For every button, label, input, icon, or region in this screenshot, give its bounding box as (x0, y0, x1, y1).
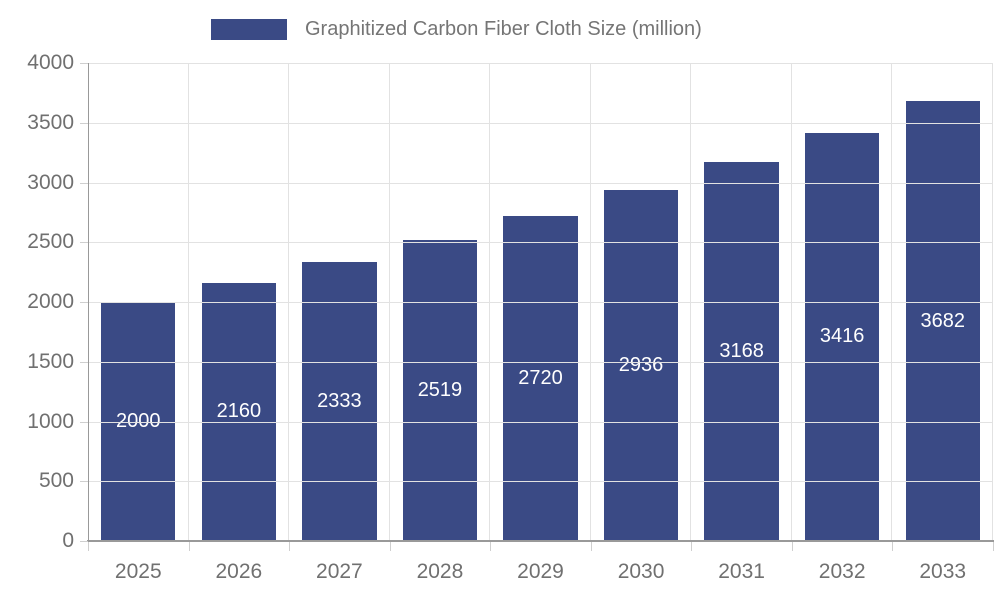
x-tick (88, 542, 89, 551)
gridline-h (88, 481, 993, 483)
bar-value-label: 2333 (317, 390, 362, 413)
bar-value-label: 3168 (719, 340, 764, 363)
x-tick (490, 542, 492, 551)
y-tick (80, 541, 88, 542)
y-axis-line (88, 63, 89, 541)
bar-value-label: 3416 (819, 325, 865, 348)
x-tick (993, 542, 994, 551)
gridline-v (589, 63, 591, 541)
gridline-v (288, 63, 290, 541)
legend: Graphitized Carbon Fiber Cloth Size (mil… (211, 18, 702, 41)
x-tick (188, 542, 190, 551)
gridline-h (88, 361, 993, 363)
x-tick (389, 542, 391, 551)
x-tick-label: 2029 (517, 560, 564, 583)
gridline-v (187, 63, 189, 541)
y-tick-label: 1000 (27, 409, 74, 433)
gridline-h (88, 242, 993, 244)
x-tick (590, 542, 592, 551)
y-tick-label: 1500 (27, 349, 74, 373)
gridline-h (88, 122, 993, 124)
gridline-h (88, 421, 993, 423)
y-tick-label: 2000 (27, 290, 74, 313)
gridline-v (388, 63, 390, 541)
x-tick-label: 2033 (919, 560, 967, 583)
y-tick-label: 500 (38, 469, 74, 493)
x-tick-label: 2025 (114, 560, 162, 583)
gridline-h (88, 63, 993, 64)
y-tick (80, 421, 88, 423)
y-tick-label: 4000 (27, 51, 74, 74)
bar-value-label: 2000 (116, 410, 161, 432)
gridline-h (88, 182, 993, 184)
bar: 3416 (804, 132, 880, 541)
bar: 3168 (704, 162, 779, 541)
gridline-v (992, 63, 993, 541)
gridline-v (489, 63, 491, 541)
y-tick-label: 0 (62, 529, 74, 552)
x-tick-label: 2031 (718, 560, 765, 583)
x-axis-labels: 2025 2026 2027 2028 2029 2030 2031 2032 2033 (88, 560, 993, 588)
x-axis-line (87, 540, 994, 542)
bar: 2519 (402, 239, 478, 541)
y-tick (80, 481, 88, 483)
x-tick-label: 2026 (215, 560, 263, 583)
x-tick-label: 2028 (416, 560, 464, 583)
x-tick (892, 542, 894, 551)
bar: 2936 (603, 190, 679, 541)
x-axis-ticks (88, 542, 994, 551)
y-axis-labels: 0 500 1000 1500 2000 2500 3000 3500 4000 (0, 51, 74, 552)
bar-value-label: 2160 (216, 400, 262, 423)
bar: 2333 (302, 262, 377, 541)
y-tick (80, 122, 88, 124)
gridline-v (891, 63, 893, 541)
legend-label: Graphitized Carbon Fiber Cloth Size (mil… (305, 18, 702, 40)
bars-container: 2000 2160 2333 2519 2720 2936 3168 3416 3682 (88, 63, 993, 541)
y-tick-label: 3000 (27, 170, 74, 194)
y-tick (80, 361, 88, 363)
y-tick (80, 63, 88, 64)
y-axis-ticks (80, 63, 88, 542)
x-tick-label: 2030 (617, 560, 665, 583)
y-tick (80, 242, 88, 244)
x-tick (791, 542, 793, 551)
bar: 2720 (503, 215, 578, 541)
y-tick-label: 2500 (27, 230, 74, 254)
bar-value-label: 2720 (518, 366, 563, 389)
x-tick-label: 2032 (818, 560, 866, 583)
bar-value-label: 2936 (618, 354, 664, 377)
plot-area: 2000 2160 2333 2519 2720 2936 3168 3416 3682 (88, 63, 993, 541)
y-tick-label: 3500 (27, 110, 74, 134)
bar-value-label: 2519 (417, 378, 463, 401)
gridline-v (690, 63, 692, 541)
x-tick (289, 542, 291, 551)
gridline-h (88, 302, 993, 303)
bar: 2160 (201, 282, 277, 541)
gridline-v (790, 63, 792, 541)
x-tick (691, 542, 693, 551)
bar: 3682 (905, 101, 980, 541)
y-tick (80, 182, 88, 184)
y-tick (80, 302, 88, 303)
legend-swatch (211, 19, 287, 40)
bar-value-label: 3682 (920, 309, 965, 332)
x-tick-label: 2027 (316, 560, 363, 583)
